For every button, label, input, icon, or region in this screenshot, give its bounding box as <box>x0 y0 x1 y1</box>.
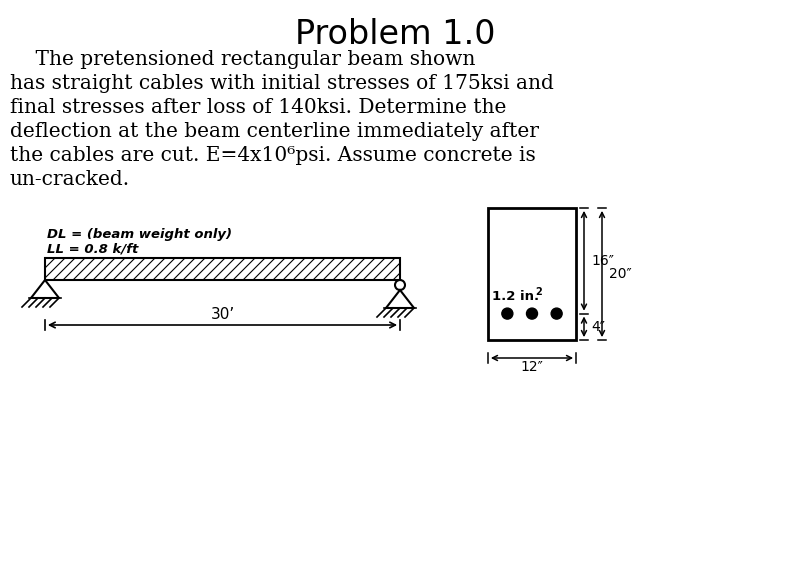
Bar <box>45 258 400 280</box>
Text: 16″: 16″ <box>591 254 614 268</box>
Text: 30’: 30’ <box>210 307 235 322</box>
Text: Problem 1.0: Problem 1.0 <box>295 18 495 51</box>
Text: the cables are cut. E=4x10⁶psi. Assume concrete is: the cables are cut. E=4x10⁶psi. Assume c… <box>10 146 536 165</box>
Text: 20″: 20″ <box>609 267 632 281</box>
Text: DL = (beam weight only): DL = (beam weight only) <box>47 228 232 241</box>
Circle shape <box>501 308 513 319</box>
Text: 1.2 in.: 1.2 in. <box>492 290 539 303</box>
Bar <box>488 208 576 340</box>
Text: The pretensioned rectangular beam shown: The pretensioned rectangular beam shown <box>10 50 475 69</box>
Text: un-cracked.: un-cracked. <box>10 170 131 189</box>
Text: final stresses after loss of 140ksi. Determine the: final stresses after loss of 140ksi. Det… <box>10 98 506 117</box>
Text: 2: 2 <box>535 286 542 296</box>
Text: deflection at the beam centerline immediately after: deflection at the beam centerline immedi… <box>10 122 539 141</box>
Text: 12″: 12″ <box>520 360 543 374</box>
Text: 4″: 4″ <box>591 320 605 334</box>
Text: has straight cables with initial stresses of 175ksi and: has straight cables with initial stresse… <box>10 74 554 93</box>
Text: LL = 0.8 k/ft: LL = 0.8 k/ft <box>47 243 138 256</box>
Circle shape <box>527 308 538 319</box>
Circle shape <box>551 308 562 319</box>
